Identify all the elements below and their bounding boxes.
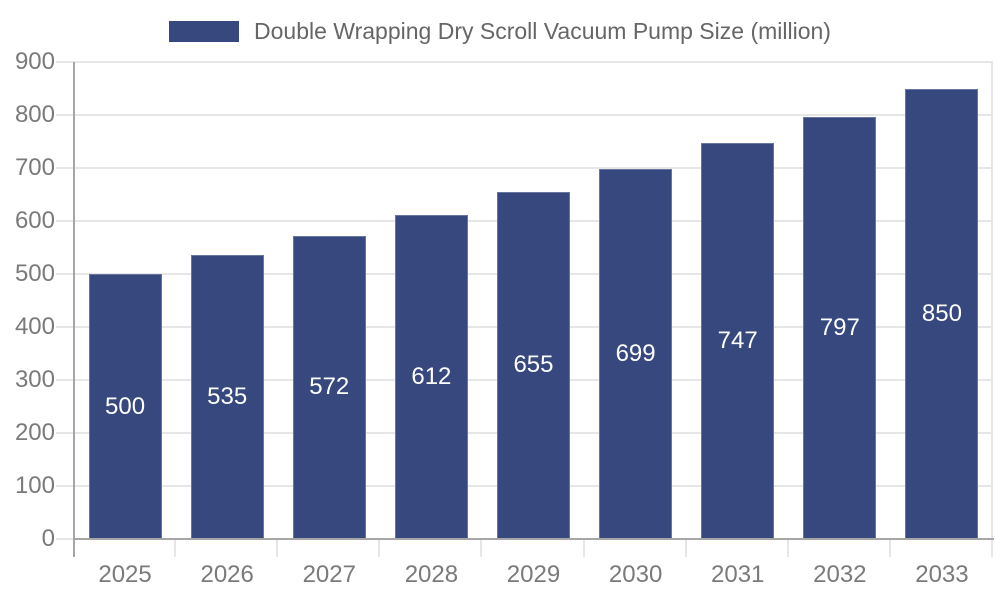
- x-axis-label: 2031: [711, 561, 765, 588]
- y-tick: [56, 379, 74, 381]
- x-tick: [786, 539, 789, 557]
- x-axis-line: [73, 538, 994, 540]
- bar-value-label: 535: [207, 383, 248, 411]
- bar[interactable]: 850: [905, 88, 979, 539]
- x-axis-label: 2026: [200, 561, 254, 588]
- y-axis-label: 500: [14, 260, 55, 287]
- bar-value-label: 850: [921, 299, 962, 327]
- legend-label: Double Wrapping Dry Scroll Vacuum Pump S…: [254, 17, 831, 44]
- plot-right-border: [991, 62, 993, 539]
- x-tick: [276, 539, 279, 557]
- x-axis-label: 2033: [915, 561, 969, 588]
- y-axis-label: 100: [14, 472, 55, 499]
- y-tick: [56, 326, 74, 328]
- bar-value-label: 612: [411, 362, 452, 390]
- y-axis-label: 900: [14, 48, 55, 75]
- y-axis-label: 800: [14, 101, 55, 128]
- y-axis-label: 600: [14, 207, 55, 234]
- y-tick: [56, 538, 74, 540]
- bar-value-label: 747: [717, 327, 758, 355]
- y-tick: [56, 485, 74, 487]
- bar-value-label: 797: [819, 313, 860, 341]
- y-axis-label: 300: [14, 366, 55, 393]
- bar[interactable]: 612: [394, 214, 468, 539]
- y-axis-label: 700: [14, 154, 55, 181]
- y-tick: [56, 61, 74, 63]
- bar-value-label: 500: [105, 392, 146, 420]
- y-gridline: [74, 167, 993, 169]
- y-axis-label: 400: [14, 313, 55, 340]
- bar-value-label: 655: [513, 351, 554, 379]
- x-axis-label: 2028: [404, 561, 459, 588]
- x-tick: [480, 539, 483, 557]
- bar[interactable]: 655: [496, 191, 570, 539]
- legend[interactable]: Double Wrapping Dry Scroll Vacuum Pump S…: [0, 16, 1000, 46]
- bar-value-label: 699: [615, 339, 656, 367]
- y-tick: [56, 273, 74, 275]
- x-axis-label: 2029: [506, 561, 561, 588]
- x-tick: [174, 539, 177, 557]
- y-tick: [56, 114, 74, 116]
- x-axis-label: 2025: [98, 561, 152, 588]
- legend-swatch-icon: [169, 20, 240, 42]
- y-axis-label: 200: [14, 419, 55, 446]
- y-axis-line: [73, 62, 75, 557]
- x-axis-label: 2032: [813, 561, 867, 588]
- y-tick: [56, 220, 74, 222]
- bar[interactable]: 535: [190, 255, 264, 539]
- bar[interactable]: 797: [803, 116, 877, 539]
- x-tick: [378, 539, 381, 557]
- x-axis-label: 2030: [608, 561, 663, 588]
- y-gridline: [74, 61, 993, 63]
- y-tick: [56, 167, 74, 169]
- bar[interactable]: 572: [292, 235, 366, 539]
- x-tick: [684, 539, 687, 557]
- bar-value-label: 572: [309, 373, 350, 401]
- y-gridline: [74, 114, 993, 116]
- x-tick: [888, 539, 891, 557]
- bar[interactable]: 747: [701, 143, 775, 539]
- x-tick: [991, 539, 993, 557]
- bar[interactable]: 500: [88, 274, 162, 539]
- bar[interactable]: 699: [599, 168, 673, 539]
- y-tick: [56, 432, 74, 434]
- x-axis-label: 2027: [302, 561, 356, 588]
- y-axis-label: 0: [41, 525, 55, 552]
- x-tick: [582, 539, 585, 557]
